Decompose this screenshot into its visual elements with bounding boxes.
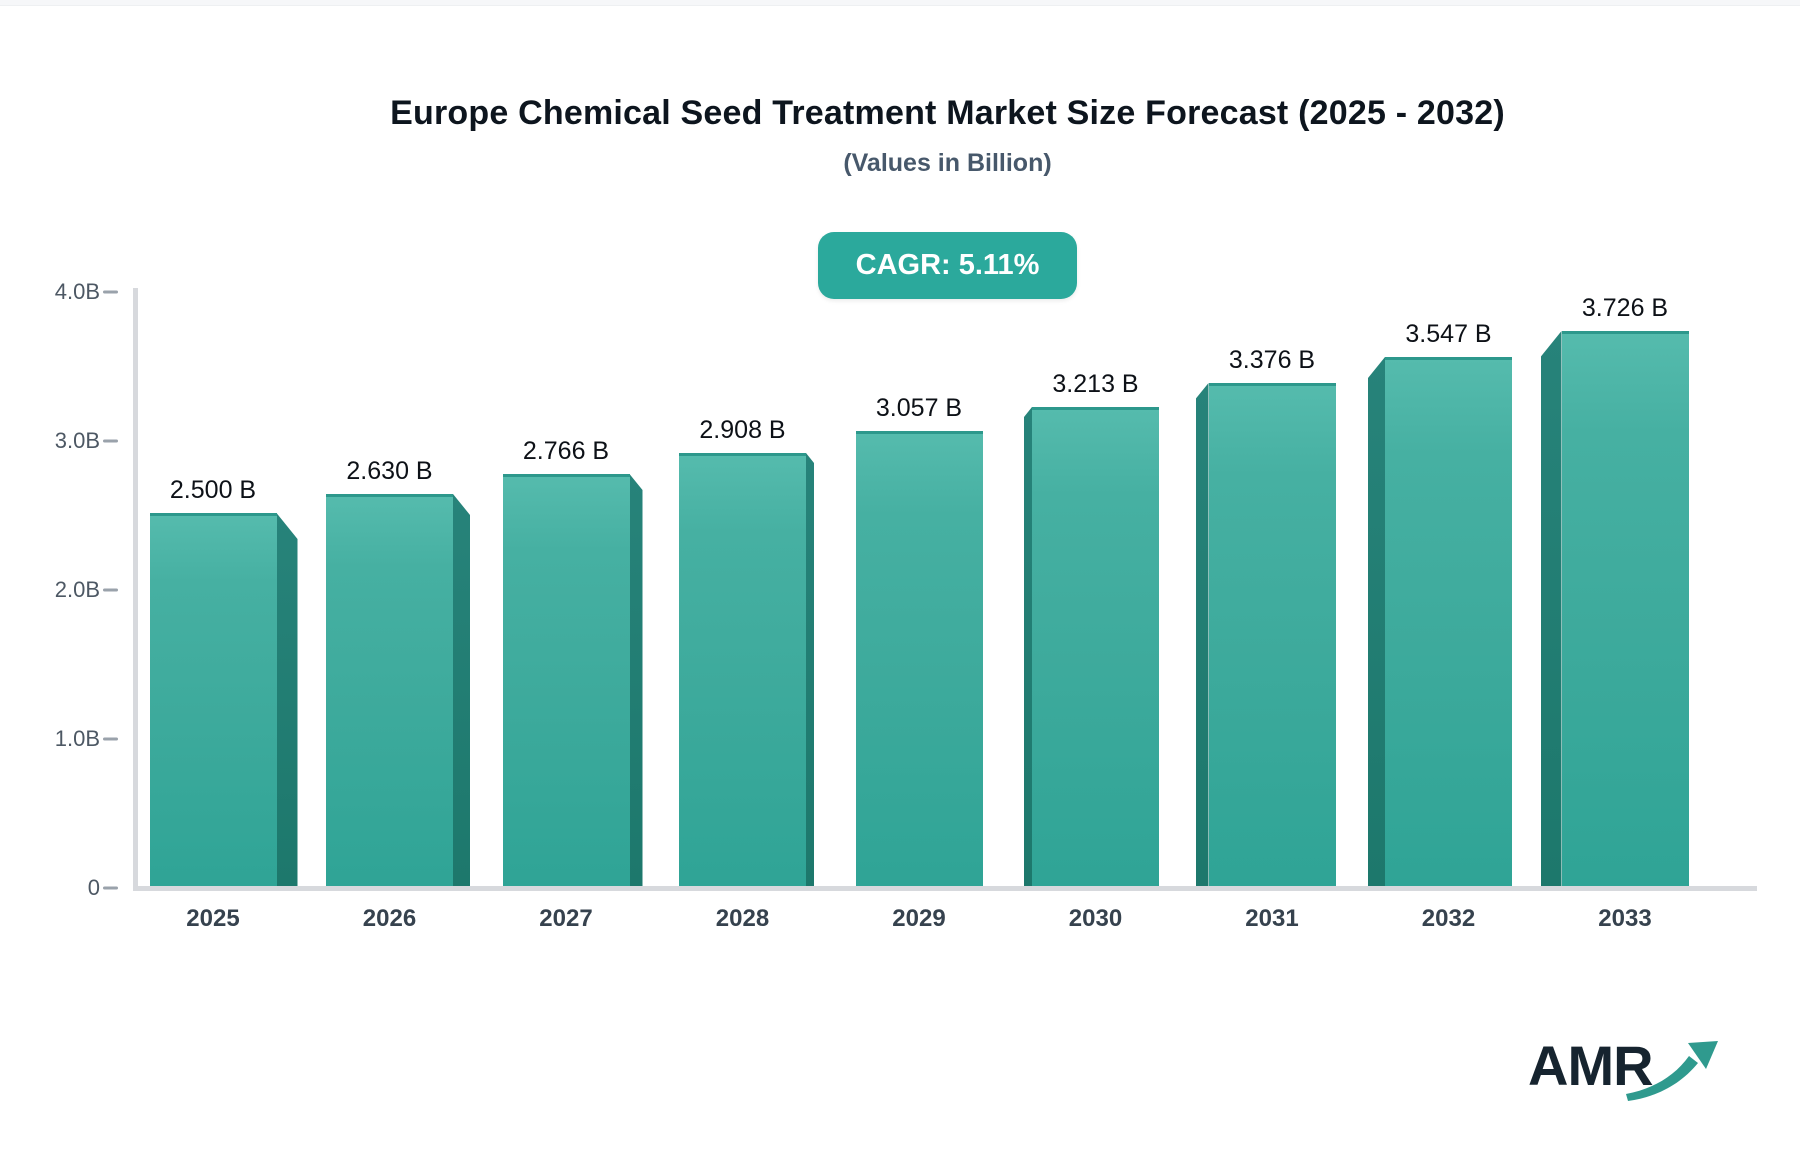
bar-2033 [1561,331,1689,886]
x-axis-category-label: 2033 [1598,905,1652,932]
x-axis-category-label: 2025 [186,905,240,932]
bar-2030 [1032,407,1159,886]
chart-header: Europe Chemical Seed Treatment Market Si… [140,94,1755,299]
bar-2025 [149,513,277,886]
amr-logo: AMR [1528,1033,1718,1113]
y-axis-tick-mark [103,439,118,443]
bar-value-label: 3.726 B [1581,294,1669,322]
y-axis-tick-mark [103,290,118,294]
bar-side-face-2033 [1540,331,1562,886]
y-axis-tick-label: 3.0B [54,428,100,453]
cagr-badge: CAGR: 5.11% [817,232,1078,299]
bar-2032 [1385,357,1512,886]
bar-2029 [855,431,983,886]
y-axis-tick-label: 4.0B [54,279,100,304]
bar-value-label: 2.500 B [169,476,257,504]
y-axis-tick-mark [103,588,118,592]
amr-logo-text: AMR [1528,1034,1654,1097]
x-axis-category-label: 2026 [362,905,417,932]
bar-value-label: 3.213 B [1052,370,1139,398]
x-axis-category-label: 2027 [539,905,593,932]
bar-side-face-2028 [806,453,814,886]
x-axis-category-label: 2028 [715,905,770,932]
bar-value-label: 2.908 B [699,416,786,444]
y-axis-line [133,288,138,891]
bar-side-face-2032 [1368,357,1385,886]
bar-value-label: 3.376 B [1228,346,1316,374]
bar-2031 [1208,383,1336,886]
chart-title: Europe Chemical Seed Treatment Market Si… [390,94,1505,132]
bar-side-face-2025 [276,513,298,886]
x-axis-category-label: 2030 [1068,905,1123,932]
bar-value-label: 3.547 B [1405,320,1492,348]
bar-value-label: 2.766 B [522,437,610,465]
trend-arrow-icon [1626,1041,1718,1101]
x-axis-category-label: 2032 [1421,905,1476,932]
bar-side-face-2026 [453,494,470,886]
chart-subtitle: (Values in Billion) [843,149,1052,177]
x-axis-line [133,886,1757,891]
bar-side-face-2031 [1195,383,1209,886]
x-axis-category-label: 2029 [892,905,946,932]
y-axis-tick-label: 0 [87,875,100,900]
y-axis-tick-mark [103,886,118,890]
bar-value-label: 3.057 B [875,394,963,422]
y-axis-tick-label: 1.0B [54,726,100,751]
bar-side-face-2027 [629,474,643,886]
bar-side-face-2030 [1024,407,1032,886]
bar-2027 [502,474,630,886]
y-axis-tick-mark [103,737,118,741]
bar-2026 [326,494,453,886]
x-axis-category-label: 2031 [1245,905,1299,932]
bar-2028 [679,453,806,886]
y-axis-tick-label: 2.0B [54,577,100,602]
bar-value-label: 2.630 B [346,457,433,485]
page-top-strip [0,0,1800,6]
